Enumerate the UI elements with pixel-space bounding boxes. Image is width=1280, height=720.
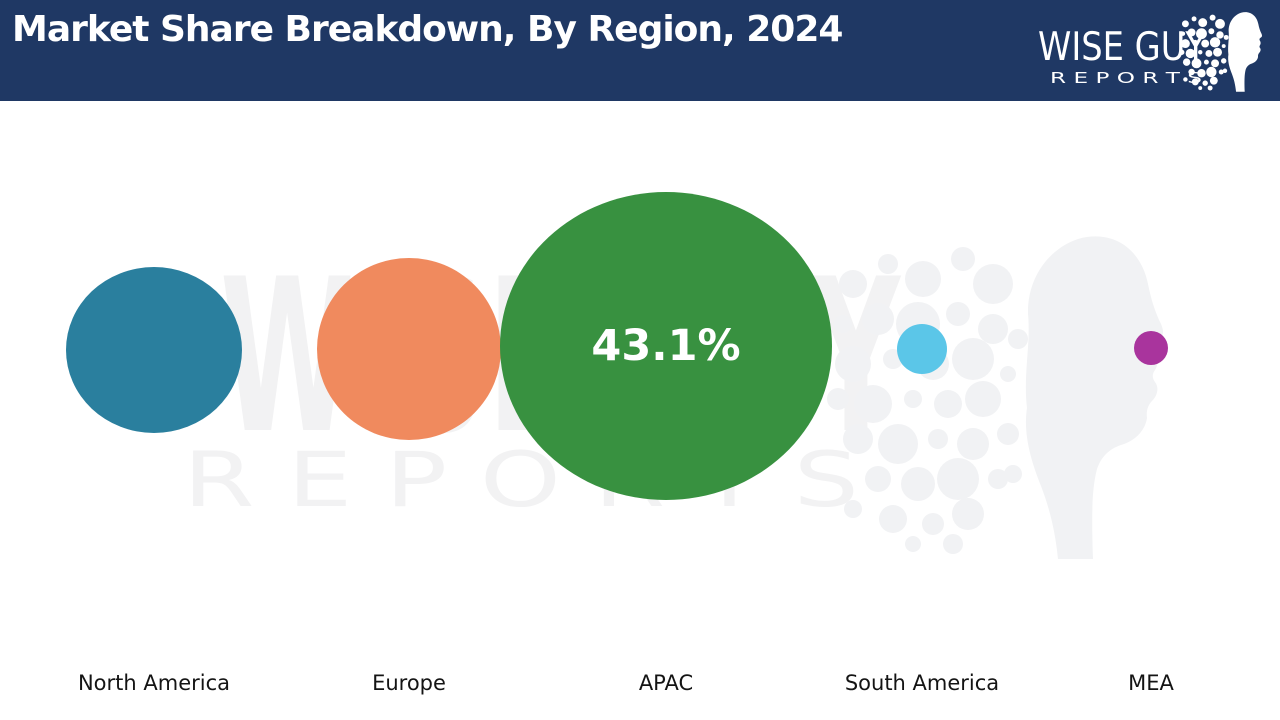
bubble-europe [317, 258, 501, 440]
watermark-head-icon [827, 236, 1163, 559]
category-label-mea: MEA [1128, 671, 1174, 695]
logo-reports-text: R E P O R T S [1050, 69, 1202, 87]
category-label-south-america: South America [844, 671, 1000, 695]
bubble-north-america [66, 267, 242, 433]
bubble-share-label-apac: 43.1% [591, 321, 741, 371]
wise-guy-logo: WISE GUY R E P O R T S [1010, 6, 1280, 98]
page-title: Market Share Breakdown, By Region, 2024 [12, 9, 843, 50]
category-label-north-america: North America [77, 671, 231, 695]
bubble-apac: 43.1% [500, 192, 832, 500]
header-bar: Market Share Breakdown, By Region, 2024 … [0, 0, 1280, 101]
logo-wiseguy-text: WISE GUY [1038, 25, 1206, 70]
bubble-south-america [897, 324, 947, 374]
bubble-mea [1134, 331, 1168, 365]
category-label-europe: Europe [372, 671, 446, 695]
category-label-apac: APAC [638, 671, 694, 695]
bubble-chart: WISE GUY R E P O R T S North AmericaEuro… [0, 101, 1280, 720]
